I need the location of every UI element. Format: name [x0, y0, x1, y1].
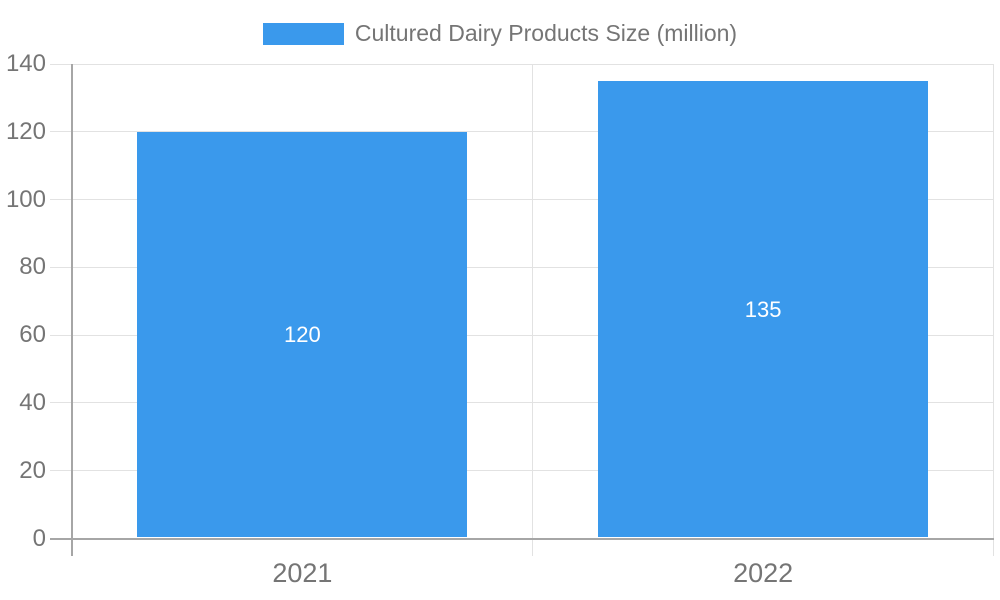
x-axis-label-2021: 2021 [272, 557, 333, 588]
x-axis-label-2022: 2022 [733, 557, 794, 588]
y-axis-line [71, 64, 73, 556]
y-axis-tick [50, 470, 72, 472]
legend-label: Cultured Dairy Products Size (million) [354, 20, 738, 46]
bar-value-label-2022: 135 [744, 296, 782, 322]
bar-2021[interactable] [137, 131, 468, 538]
x-axis-tick [532, 538, 534, 556]
y-axis-tick-label: 120 [5, 117, 46, 145]
y-axis-tick [50, 199, 72, 201]
y-axis-tick-label: 80 [19, 253, 46, 281]
x-axis-line [50, 537, 994, 540]
legend: Cultured Dairy Products Size (million) [0, 22, 1000, 45]
y-axis-tick [50, 63, 72, 65]
y-axis-tick-label: 140 [5, 50, 46, 77]
y-axis-tick-label: 20 [19, 456, 46, 484]
y-axis-tick-label: 40 [19, 388, 46, 416]
y-axis-tick [50, 402, 72, 404]
bar-value-label-2021: 120 [284, 322, 321, 348]
y-axis-tick-label: 100 [5, 185, 46, 213]
y-axis-tick-label: 0 [32, 524, 46, 552]
vertical-gridline [532, 64, 534, 539]
y-axis-tick-label: 60 [19, 321, 46, 349]
y-axis-tick [50, 334, 72, 336]
vertical-gridline [993, 64, 994, 539]
legend-item-cultured-dairy-products[interactable]: Cultured Dairy Products Size (million) [262, 20, 738, 46]
x-axis-tick [993, 538, 994, 556]
y-axis-tick [50, 131, 72, 133]
bar-2022[interactable] [598, 80, 929, 538]
legend-swatch-icon [262, 22, 344, 45]
y-axis-tick [50, 266, 72, 268]
